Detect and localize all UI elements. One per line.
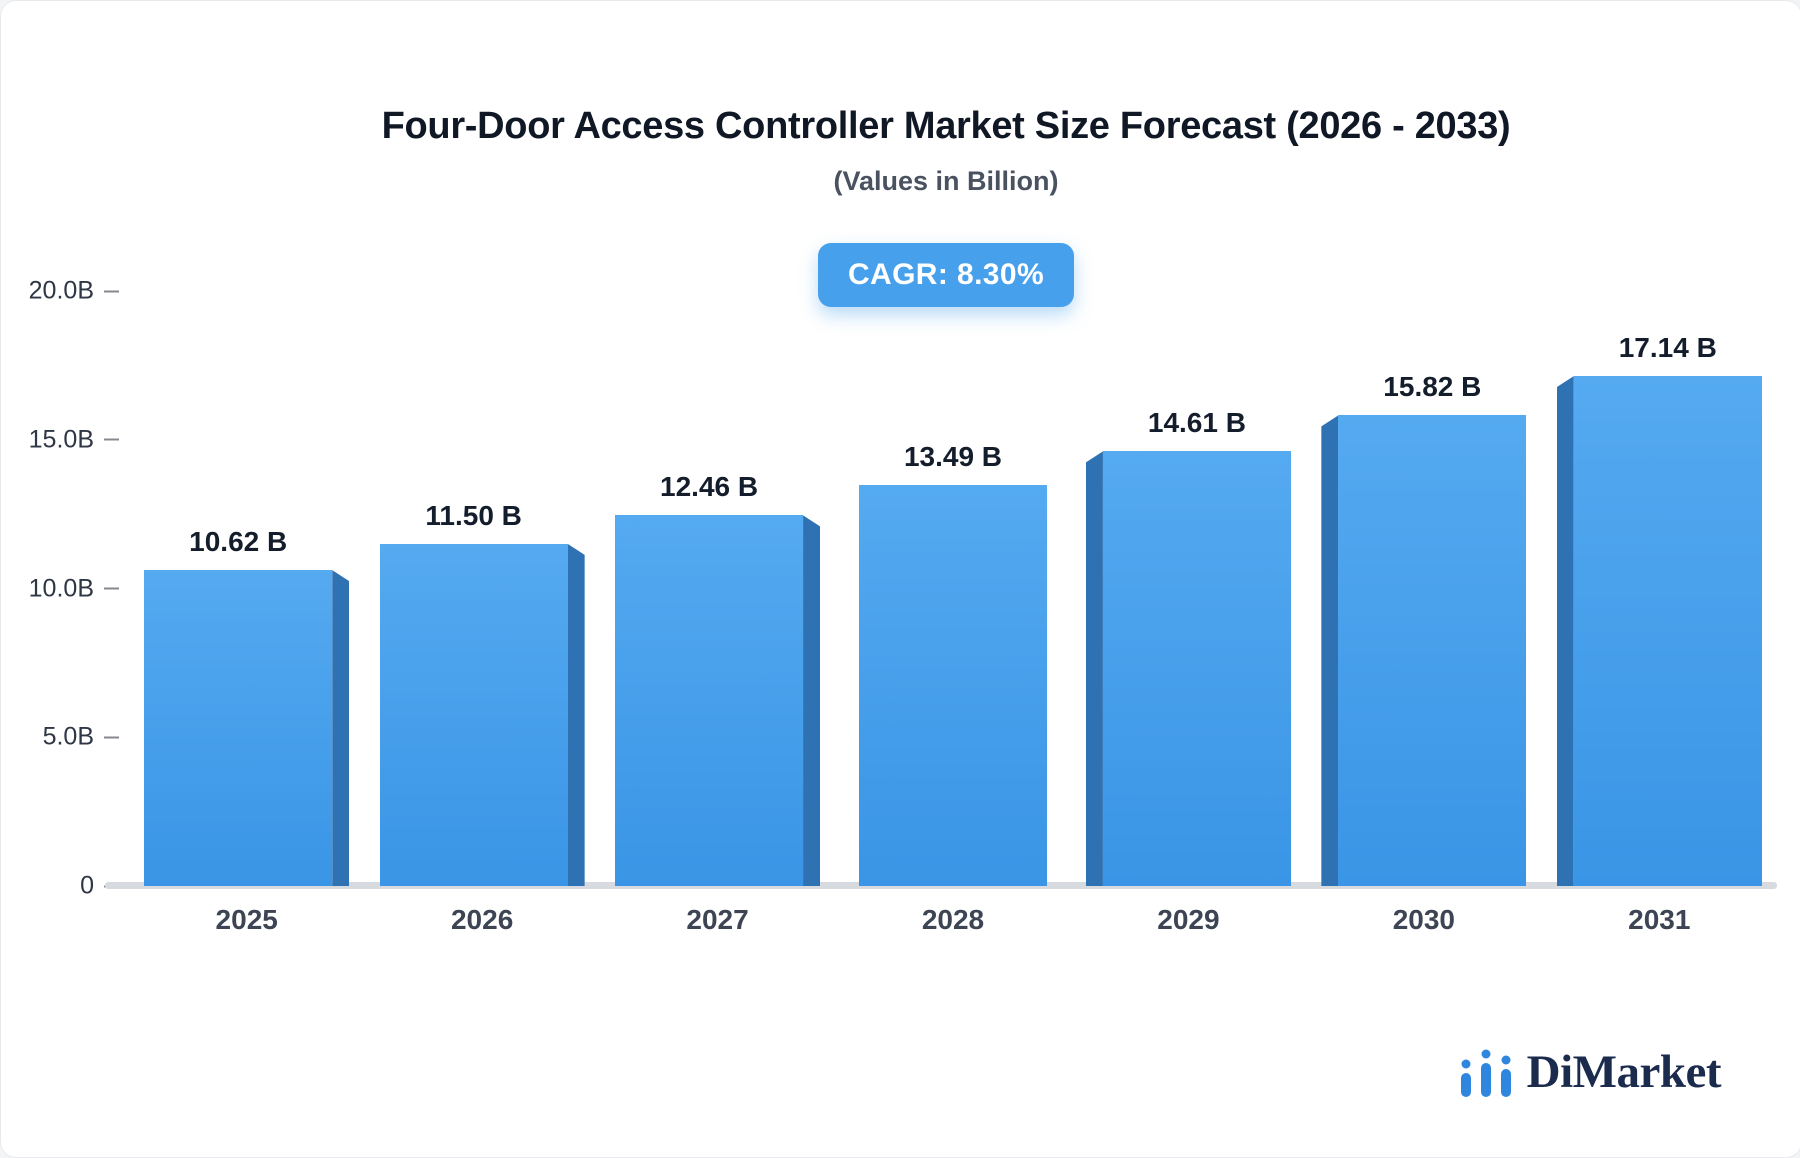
chart-header: Four-Door Access Controller Market Size … <box>91 105 1800 307</box>
bar-chart-logo-icon <box>1460 1049 1511 1097</box>
bar-value-label: 13.49 B <box>903 440 1003 472</box>
bar-value-label: 12.46 B <box>660 471 759 503</box>
bar: 13.49 B <box>859 441 1047 886</box>
bar: 10.62 B <box>144 526 350 886</box>
x-axis-label: 2027 <box>686 904 749 935</box>
y-axis-tick-mark <box>104 438 119 441</box>
brand-logo: DiMarket <box>1458 1045 1722 1099</box>
bar-face <box>859 484 1047 886</box>
bar-face <box>1573 376 1762 886</box>
y-axis-tick-label: 20.0B <box>28 276 94 305</box>
y-axis-tick: 10.0B <box>1 574 119 603</box>
bar-face <box>379 543 568 886</box>
chart-title: Four-Door Access Controller Market Size … <box>381 105 1511 147</box>
y-axis-tick-label: 5.0B <box>42 722 94 751</box>
x-axis-label: 2028 <box>921 904 985 935</box>
bar: 12.46 B <box>615 471 821 886</box>
x-axis-label: 2029 <box>1157 904 1220 935</box>
brand-name: DiMarket <box>1526 1046 1722 1098</box>
bar-3d-side <box>1321 415 1339 886</box>
bar: 14.61 B <box>1085 407 1291 886</box>
bar-3d-side <box>1085 451 1103 886</box>
bar-face <box>615 515 804 886</box>
x-axis-label: 2031 <box>1628 904 1691 935</box>
bar-face <box>1102 451 1291 886</box>
y-axis-tick-label: 15.0B <box>28 425 94 454</box>
x-axis-label: 2025 <box>215 904 278 935</box>
plot-area: 20.0B 15.0B 10.0B 5.0B 0 10.62 B 2025 11.50 B 20… <box>29 277 1777 935</box>
bar-face <box>1338 415 1527 886</box>
y-axis-tick: 20.0B <box>1 276 119 306</box>
x-axis-label: 2030 <box>1392 904 1455 935</box>
bar-value-label: 15.82 B <box>1383 371 1482 403</box>
x-axis-label: 2026 <box>450 904 514 935</box>
bar-value-label: 11.50 B <box>425 499 522 531</box>
bar-3d-side <box>803 515 821 886</box>
chart-subtitle: (Values in Billion) <box>833 166 1059 196</box>
y-axis-tick-mark <box>104 587 119 590</box>
y-axis-tick-mark <box>104 290 119 292</box>
y-axis-tick-label: 10.0B <box>28 574 94 602</box>
bar: 15.82 B <box>1321 371 1527 886</box>
bar-value-label: 14.61 B <box>1147 407 1246 439</box>
y-axis-tick-mark <box>104 736 119 739</box>
bar-value-label: 17.14 B <box>1618 332 1717 364</box>
y-axis-tick: 5.0B <box>1 722 119 752</box>
cagr-badge: CAGR: 8.30% <box>817 243 1075 307</box>
y-axis-tick: 15.0B <box>1 425 119 454</box>
bar: 11.50 B <box>379 500 585 886</box>
bar-3d-side <box>1556 376 1574 886</box>
bar-3d-side <box>332 570 350 886</box>
bar-face <box>144 570 333 886</box>
y-axis-tick-label: 0 <box>80 871 94 900</box>
bar-3d-side <box>567 543 585 886</box>
y-axis-tick: 0 <box>1 871 119 901</box>
bar: 17.14 B <box>1556 332 1762 886</box>
bar-value-label: 10.62 B <box>189 526 288 558</box>
